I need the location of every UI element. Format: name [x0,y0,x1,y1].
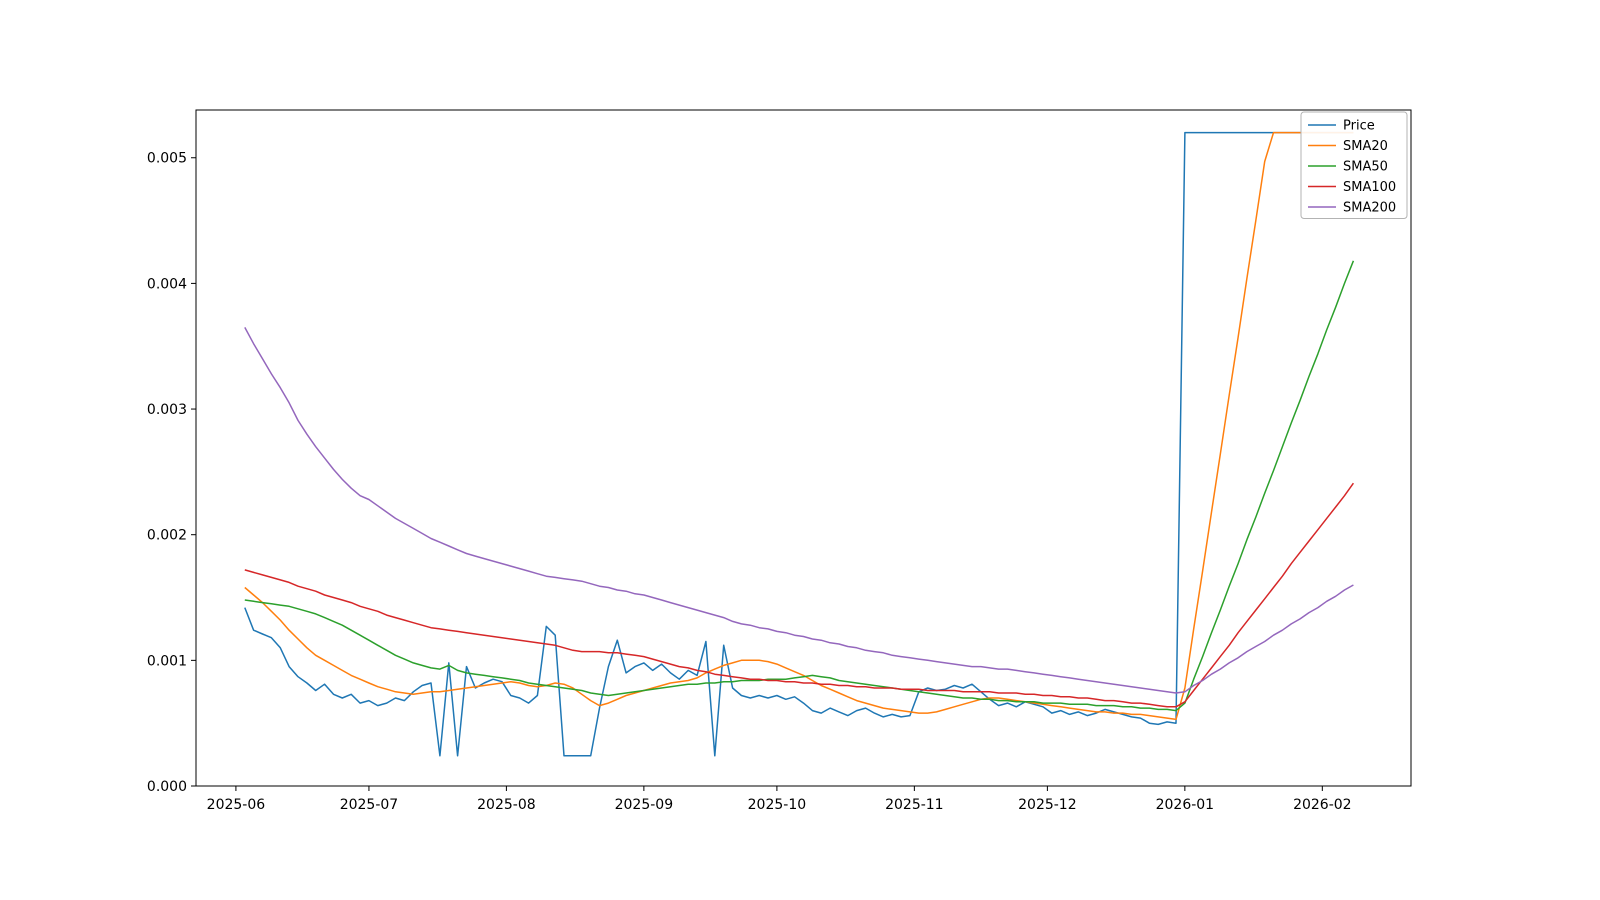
legend-label-sma50: SMA50 [1343,160,1388,175]
y-tick-label: 0.002 [147,528,187,544]
x-tick-label: 2025-12 [1018,797,1077,813]
legend-label-sma200: SMA200 [1343,201,1396,216]
legend-label-sma100: SMA100 [1343,180,1396,195]
legend: Price SMA20 SMA50 SMA100 SMA200 [1300,111,1408,219]
y-tick-label: 0.005 [147,151,187,167]
series-line-sma100 [244,482,1355,708]
x-tick-label: 2025-09 [615,797,674,813]
legend-box [1300,111,1408,219]
series-line-sma50 [244,260,1355,712]
y-tick-label: 0.001 [147,653,187,669]
x-tick-label: 2025-11 [885,797,944,813]
legend-label-price: Price [1343,119,1375,134]
x-tick-label: 2025-08 [477,797,536,813]
x-tick-label: 2026-01 [1156,797,1215,813]
x-tick-label: 2025-06 [207,797,266,813]
series-line-sma200 [244,327,1354,694]
x-tick-label: 2026-02 [1293,797,1352,813]
x-tick-label: 2025-10 [748,797,807,813]
series-line-sma20 [244,131,1354,721]
x-tick-label: 2025-07 [340,797,399,813]
y-tick-label: 0.003 [147,402,187,418]
plot-border [195,109,1412,787]
legend-label-sma20: SMA20 [1343,139,1388,154]
y-tick-label: 0.000 [147,779,187,795]
series-line-price [244,131,1354,757]
y-tick-label: 0.004 [147,276,187,292]
